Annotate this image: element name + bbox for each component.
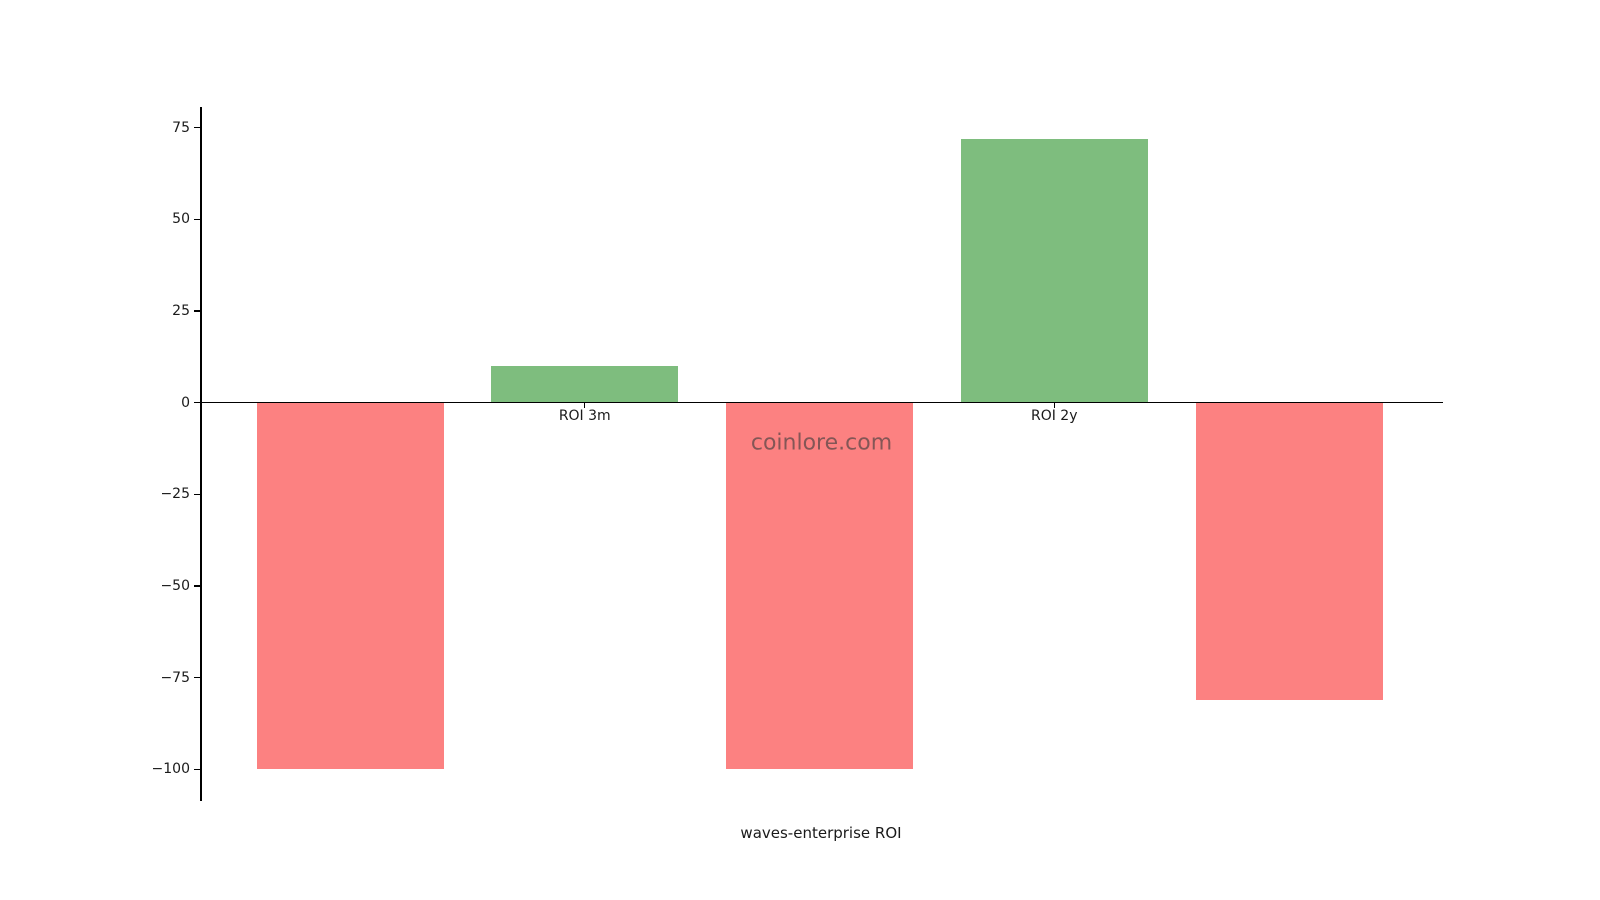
y-tick-mark-50 (194, 218, 200, 220)
y-tick-label-25: 25 (172, 302, 190, 319)
y-tick-mark--75 (194, 677, 200, 679)
plot-area: 75 50 25 0 −25 −50 −75 −100 ROI 3m ROI 2y coinlore… (152, 107, 1443, 801)
y-tick-mark-25 (194, 310, 200, 312)
y-tick-label--75: −75 (160, 669, 190, 686)
bar-3 (960, 138, 1148, 403)
x-tick-mark-3 (1053, 402, 1055, 408)
y-tick-label--100: −100 (151, 761, 190, 778)
y-tick-mark--25 (194, 493, 200, 495)
y-tick-label--50: −50 (160, 578, 190, 595)
x-axis-zero-line (200, 401, 1443, 404)
bar-0 (256, 402, 444, 770)
chart-title: waves-enterprise ROI (740, 824, 902, 842)
y-tick-mark--100 (194, 768, 200, 771)
y-tick-label--25: −25 (160, 486, 190, 503)
y-tick-mark--50 (194, 585, 200, 587)
bar-4 (1195, 402, 1383, 700)
bar-1 (491, 365, 679, 403)
watermark-text: coinlore.com (750, 430, 893, 456)
y-tick-mark-0 (194, 401, 200, 404)
y-tick-mark-75 (194, 126, 200, 129)
x-tick-label-3: ROI 2y (1030, 407, 1078, 424)
bar-2 (726, 402, 913, 770)
y-tick-label-0: 0 (181, 394, 190, 411)
x-tick-mark-1 (584, 402, 586, 408)
x-tick-label-1: ROI 3m (558, 407, 611, 424)
y-tick-label-75: 75 (172, 119, 190, 136)
y-tick-label-50: 50 (172, 211, 190, 228)
y-axis-spine (200, 107, 202, 801)
